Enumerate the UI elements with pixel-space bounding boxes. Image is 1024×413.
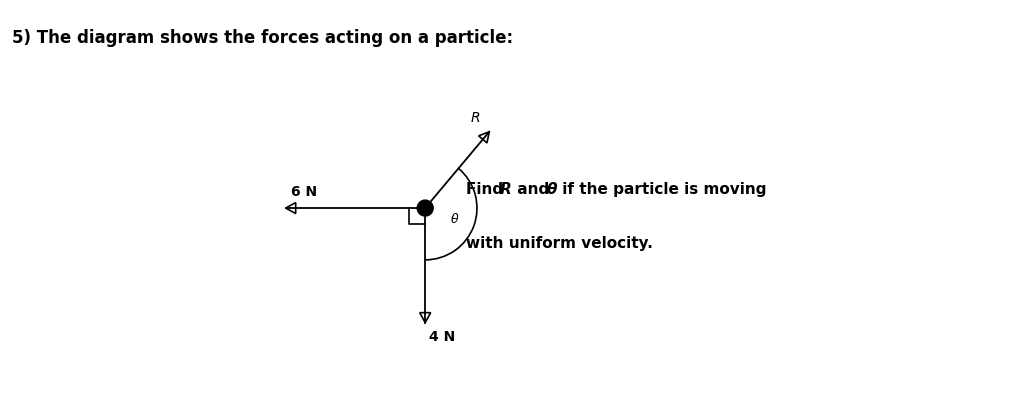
- Text: 5) The diagram shows the forces acting on a particle:: 5) The diagram shows the forces acting o…: [12, 29, 513, 47]
- Text: Find: Find: [466, 182, 508, 197]
- Text: 6 N: 6 N: [291, 185, 316, 199]
- Text: θ: θ: [547, 182, 557, 197]
- Text: R: R: [500, 182, 511, 197]
- Text: if the particle is moving: if the particle is moving: [557, 182, 767, 197]
- Text: θ: θ: [451, 213, 458, 225]
- Text: and: and: [512, 182, 555, 197]
- Text: with uniform velocity.: with uniform velocity.: [466, 235, 652, 250]
- Text: 4 N: 4 N: [429, 329, 456, 343]
- Text: R: R: [470, 111, 480, 124]
- Circle shape: [417, 201, 433, 216]
